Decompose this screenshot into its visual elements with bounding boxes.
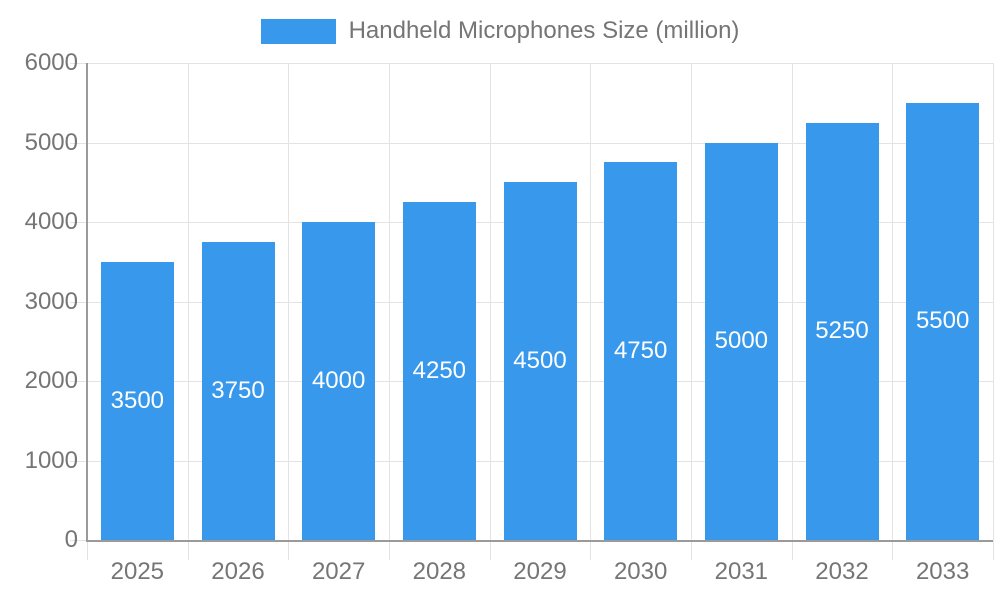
v-gridline	[288, 63, 290, 540]
bar-value-label: 4000	[311, 367, 366, 394]
x-axis-tick	[489, 540, 491, 560]
y-axis-line	[86, 63, 88, 542]
legend[interactable]: Handheld Microphones Size (million)	[0, 17, 1000, 45]
v-gridline	[993, 63, 994, 540]
y-axis-tick	[70, 460, 87, 462]
bar-value-label: 5500	[915, 307, 970, 335]
y-axis-tick	[70, 142, 87, 144]
x-axis-tick-label: 2031	[714, 558, 769, 585]
x-axis-tick	[389, 540, 390, 560]
x-axis-tick	[691, 540, 692, 560]
y-axis-tick	[70, 540, 87, 541]
bar-2031[interactable]: 5000	[704, 142, 778, 540]
x-axis-tick	[892, 540, 894, 560]
legend-swatch-icon	[260, 18, 336, 44]
y-axis-tick	[70, 381, 87, 382]
x-axis-tick-label: 2026	[211, 558, 265, 585]
legend-label: Handheld Microphones Size (million)	[348, 17, 740, 44]
x-axis-line	[87, 540, 993, 542]
v-gridline	[389, 63, 390, 540]
x-axis-tick-label: 2029	[513, 558, 567, 585]
bar-value-label: 3500	[110, 386, 165, 414]
y-axis-tick-label: 3000	[24, 287, 78, 315]
v-gridline	[892, 63, 894, 540]
bar-value-label: 5000	[714, 327, 769, 355]
v-gridline	[489, 63, 491, 540]
bar-2032[interactable]: 5250	[805, 122, 879, 540]
bar-value-label: 4750	[613, 337, 668, 365]
bar-2027[interactable]: 4000	[302, 222, 376, 540]
x-axis-tick-label: 2032	[815, 558, 869, 585]
v-gridline	[187, 63, 189, 540]
bar-value-label: 5250	[815, 317, 869, 345]
x-axis-tick-label: 2028	[412, 558, 467, 585]
bar-2028[interactable]: 4250	[402, 202, 476, 540]
x-axis-tick	[791, 540, 793, 560]
y-axis-tick	[70, 63, 87, 64]
v-gridline	[691, 63, 692, 540]
bar-value-label: 4500	[513, 347, 567, 375]
x-axis-tick-label: 2027	[311, 558, 366, 585]
bar-2029[interactable]: 4500	[503, 182, 577, 540]
bar-2033[interactable]: 5500	[906, 102, 980, 540]
x-axis-tick-label: 2030	[613, 558, 668, 585]
y-axis-tick-label: 2000	[24, 367, 78, 394]
y-axis-tick-label: 1000	[24, 446, 78, 474]
x-axis-tick-label: 2033	[915, 558, 970, 585]
bar-2026[interactable]: 3750	[201, 241, 275, 540]
x-axis-tick	[187, 540, 189, 560]
bar-2025[interactable]: 3500	[100, 261, 174, 540]
y-axis-tick-label: 4000	[24, 208, 78, 235]
y-axis-tick-label: 6000	[24, 49, 78, 76]
x-axis-tick	[87, 540, 88, 560]
bar-value-label: 3750	[211, 376, 265, 404]
x-axis-tick	[288, 540, 290, 560]
x-axis-tick-label: 2025	[110, 558, 165, 585]
h-gridline	[87, 63, 993, 64]
h-gridline	[87, 142, 993, 144]
bar-2030[interactable]: 4750	[604, 162, 678, 540]
bar-value-label: 4250	[412, 357, 467, 385]
x-axis-tick	[993, 540, 994, 560]
y-axis-tick-label: 5000	[24, 128, 78, 156]
x-axis-tick	[590, 540, 592, 560]
y-axis-tick	[70, 222, 87, 223]
v-gridline	[590, 63, 592, 540]
y-axis-tick	[70, 301, 87, 303]
y-axis-tick-label: 0	[64, 526, 78, 553]
v-gridline	[791, 63, 793, 540]
